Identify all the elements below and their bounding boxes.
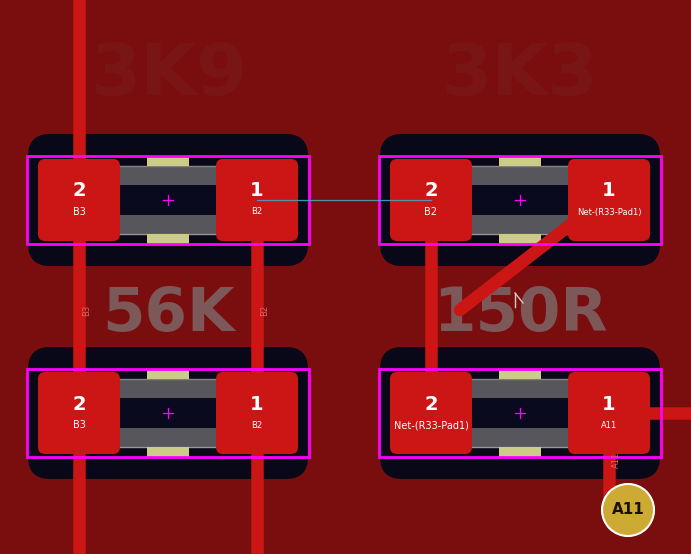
FancyBboxPatch shape [568, 372, 650, 454]
Bar [113, 166, 223, 234]
Bar [465, 428, 575, 447]
Text: A11: A11 [612, 502, 645, 517]
FancyBboxPatch shape [380, 347, 660, 479]
Bar [465, 379, 575, 447]
Bar [465, 166, 575, 185]
FancyBboxPatch shape [216, 159, 298, 241]
FancyBboxPatch shape [216, 372, 298, 454]
Text: 56K: 56K [102, 285, 234, 345]
Bar [27, 369, 309, 457]
Text: B3: B3 [73, 420, 86, 430]
Bar [113, 215, 223, 234]
FancyBboxPatch shape [380, 134, 660, 266]
FancyBboxPatch shape [568, 159, 650, 241]
Text: 2: 2 [424, 394, 438, 413]
Text: 3K3: 3K3 [442, 40, 598, 110]
Bar [113, 379, 223, 398]
FancyBboxPatch shape [38, 159, 120, 241]
Bar [499, 447, 541, 457]
Bar [147, 447, 189, 457]
Text: 150R: 150R [433, 285, 607, 345]
Text: 2: 2 [72, 394, 86, 413]
Bar [379, 156, 661, 244]
Bar [113, 166, 223, 185]
Bar [499, 369, 541, 379]
FancyBboxPatch shape [390, 372, 472, 454]
FancyBboxPatch shape [390, 159, 472, 241]
FancyBboxPatch shape [28, 347, 308, 479]
Bar [147, 234, 189, 244]
Text: B3: B3 [73, 207, 86, 217]
Text: Net-(R33-Pad1): Net-(R33-Pad1) [577, 208, 641, 217]
Text: 1: 1 [602, 394, 616, 413]
Bar [113, 428, 223, 447]
FancyBboxPatch shape [28, 134, 308, 266]
Text: 1: 1 [250, 394, 264, 413]
Text: Net-(R33-Pad1): Net-(R33-Pad1) [394, 420, 468, 430]
Bar [113, 379, 223, 447]
Text: B2: B2 [252, 208, 263, 217]
Text: A11: A11 [601, 420, 617, 429]
Text: 3K9: 3K9 [90, 40, 246, 110]
Circle shape [602, 484, 654, 536]
Text: B2: B2 [260, 305, 269, 316]
Bar [499, 234, 541, 244]
Bar [147, 156, 189, 166]
Text: A11: A11 [612, 452, 621, 468]
Text: B3: B3 [82, 304, 91, 316]
Text: 1: 1 [602, 182, 616, 201]
Text: 2: 2 [424, 182, 438, 201]
Text: 2: 2 [72, 182, 86, 201]
Text: B2: B2 [252, 420, 263, 429]
Bar [465, 166, 575, 234]
Bar [27, 156, 309, 244]
Text: 1: 1 [250, 182, 264, 201]
FancyBboxPatch shape [38, 372, 120, 454]
Bar [379, 369, 661, 457]
Bar [465, 215, 575, 234]
Bar [465, 379, 575, 398]
Bar [147, 369, 189, 379]
Bar [499, 156, 541, 166]
Text: B2: B2 [424, 207, 437, 217]
